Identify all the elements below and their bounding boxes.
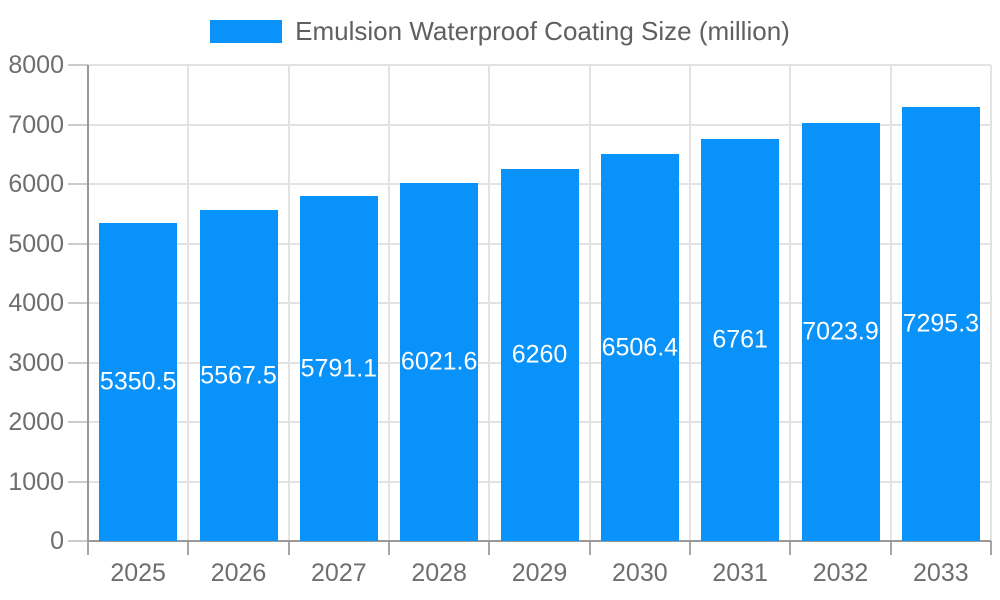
legend-label: Emulsion Waterproof Coating Size (millio…	[295, 16, 790, 46]
y-tick-label: 0	[50, 527, 64, 555]
y-tick-label: 7000	[8, 111, 64, 139]
x-tick-mark	[990, 541, 992, 555]
y-tick-label: 4000	[8, 289, 64, 317]
x-tick-label: 2026	[210, 559, 267, 587]
bar[interactable]	[200, 210, 278, 541]
x-gridline	[388, 65, 390, 541]
bar-value-label: 5350.5	[99, 367, 177, 396]
legend-swatch	[210, 19, 283, 43]
x-gridline	[488, 65, 490, 541]
y-axis-line	[87, 65, 89, 541]
bar-value-label: 7023.9	[802, 317, 879, 346]
legend-item[interactable]: Emulsion Waterproof Coating Size (millio…	[0, 17, 1000, 46]
y-tick-label: 3000	[8, 349, 64, 377]
x-tick-mark	[890, 541, 892, 555]
y-gridline	[88, 64, 991, 66]
x-gridline	[689, 65, 691, 541]
y-tick-mark	[68, 481, 88, 483]
bar-value-label: 5791.1	[300, 354, 378, 382]
bar-value-label: 5567.5	[200, 361, 277, 389]
y-tick-mark	[68, 362, 88, 364]
y-tick-label: 1000	[8, 468, 64, 496]
y-tick-label: 8000	[8, 51, 64, 79]
x-tick-mark	[589, 541, 591, 555]
x-gridline	[990, 65, 992, 541]
bar[interactable]	[601, 154, 679, 541]
bar[interactable]	[802, 123, 880, 541]
x-tick-label: 2025	[110, 559, 166, 587]
x-tick-label: 2030	[612, 559, 668, 587]
x-gridline	[890, 65, 892, 541]
x-tick-mark	[689, 541, 691, 555]
x-tick-label: 2031	[712, 559, 768, 587]
bar[interactable]	[99, 223, 177, 541]
x-tick-mark	[288, 541, 290, 555]
x-tick-mark	[187, 541, 189, 555]
y-tick-mark	[68, 64, 88, 66]
y-tick-mark	[68, 124, 88, 126]
x-gridline	[187, 65, 189, 541]
bar-value-label: 6761	[712, 325, 768, 354]
y-tick-label: 2000	[8, 408, 64, 436]
bar-value-label: 6506.4	[601, 333, 679, 361]
y-tick-mark	[68, 183, 88, 185]
x-tick-label: 2028	[411, 559, 467, 587]
x-tick-label: 2033	[913, 559, 969, 587]
y-tick-mark	[68, 540, 88, 542]
bar[interactable]	[400, 183, 478, 541]
x-tick-mark	[87, 541, 89, 555]
bar[interactable]	[701, 139, 779, 541]
y-tick-label: 5000	[8, 230, 64, 258]
x-tick-label: 2027	[311, 559, 367, 587]
y-tick-mark	[68, 243, 88, 245]
x-tick-mark	[488, 541, 490, 555]
y-tick-mark	[68, 421, 88, 423]
x-tick-label: 2032	[812, 559, 869, 587]
bar[interactable]	[501, 169, 579, 541]
x-tick-label: 2029	[511, 559, 568, 587]
y-tick-label: 6000	[8, 170, 64, 198]
x-tick-mark	[789, 541, 791, 555]
x-gridline	[589, 65, 591, 541]
x-tick-mark	[388, 541, 390, 555]
bar[interactable]	[300, 196, 378, 541]
bar-value-label: 6021.6	[400, 347, 478, 376]
y-gridline	[88, 124, 991, 126]
bar[interactable]	[902, 107, 980, 541]
x-gridline	[789, 65, 791, 541]
y-tick-mark	[68, 302, 88, 304]
bar-value-label: 6260	[511, 340, 568, 369]
x-gridline	[288, 65, 290, 541]
bar-value-label: 7295.3	[902, 309, 980, 338]
x-axis-line	[88, 540, 991, 542]
